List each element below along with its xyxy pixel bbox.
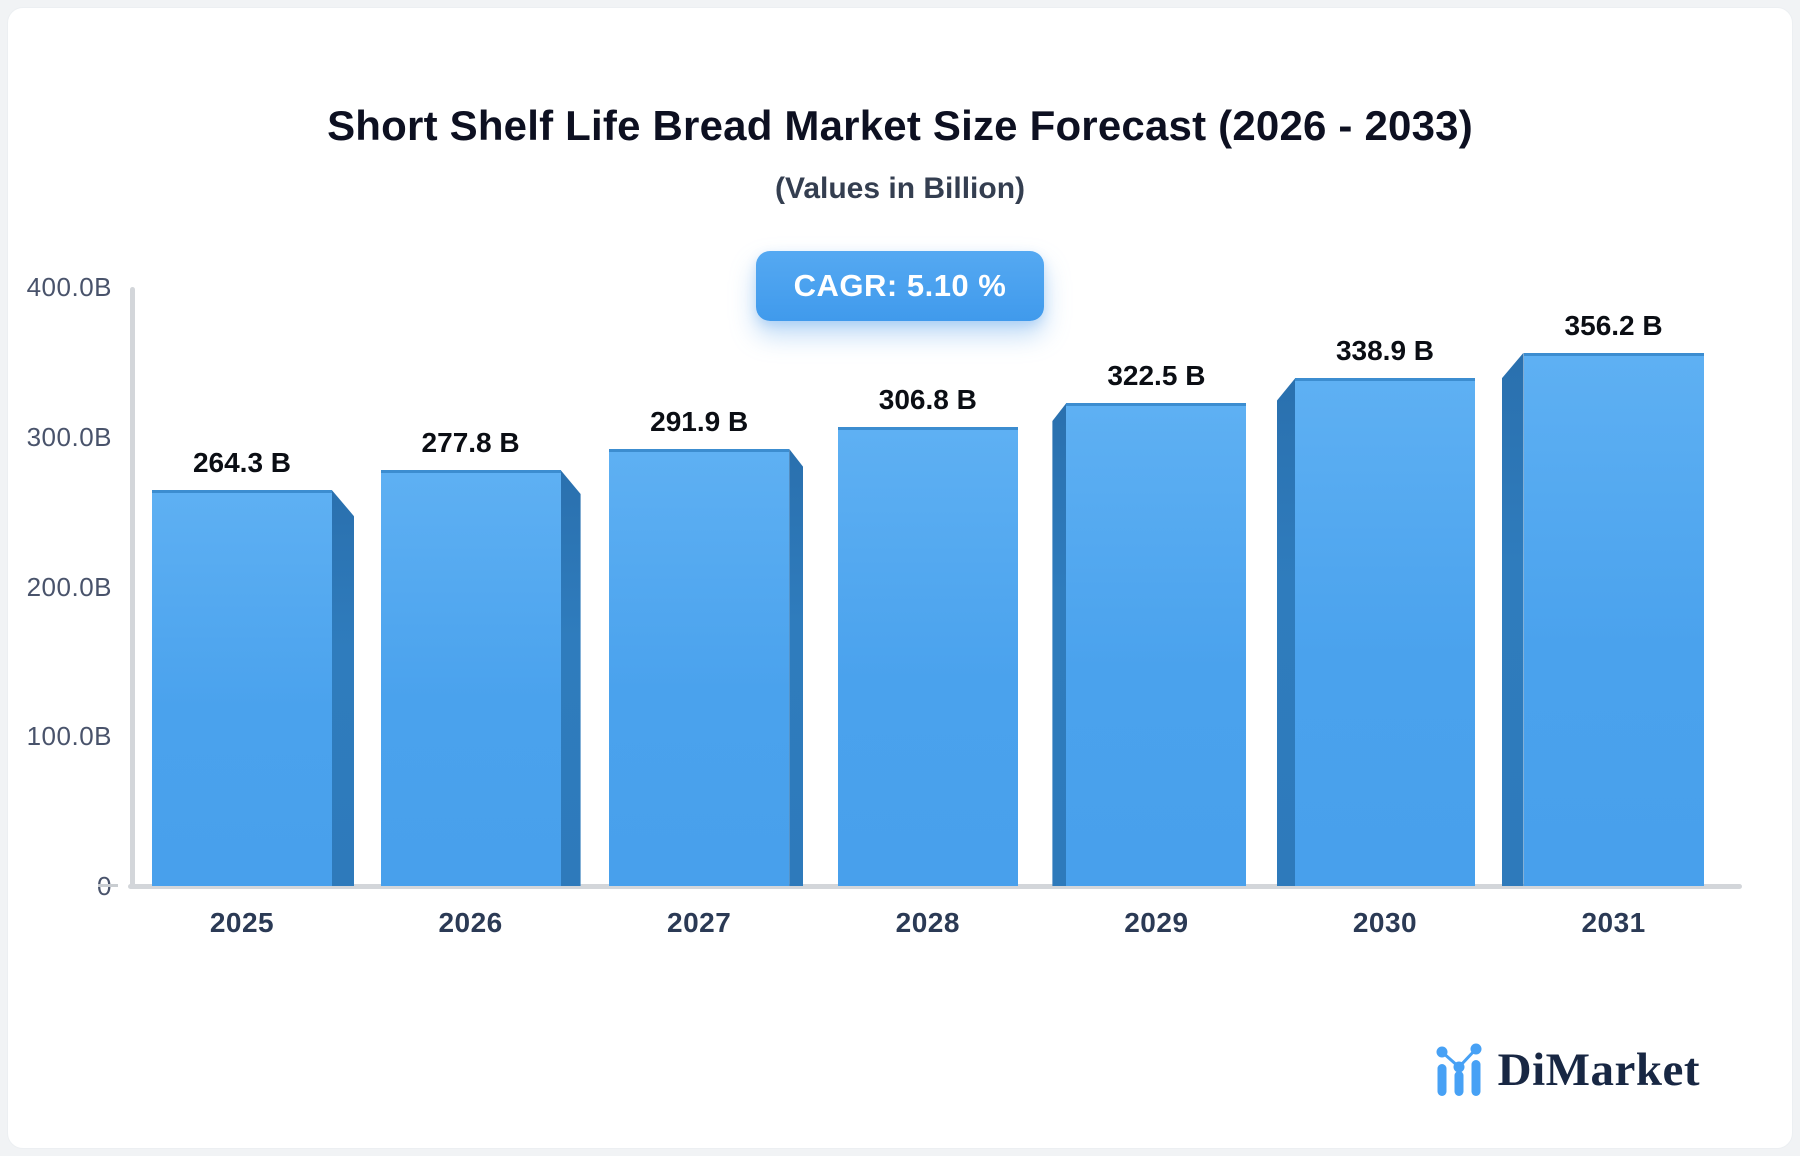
x-axis-label: 2026	[438, 907, 503, 938]
cagr-badge-wrap: CAGR: 5.10 %	[0, 251, 1800, 321]
x-axis-baseline	[128, 884, 1742, 889]
y-axis-label: 400.0B	[26, 272, 112, 302]
bar-3d-side	[1052, 403, 1067, 886]
bar-2029	[1066, 403, 1247, 886]
bar-value-label: 291.9 B	[650, 405, 749, 437]
bar-2028	[837, 426, 1018, 886]
bar-value-label: 306.8 B	[878, 383, 977, 415]
bar-2027	[609, 448, 790, 886]
brand-logo-text: DiMarket	[1497, 1044, 1700, 1096]
bar-2031	[1523, 352, 1704, 886]
x-axis-label: 2031	[1581, 907, 1646, 938]
x-axis-label: 2030	[1352, 907, 1418, 938]
x-axis-label: 2027	[667, 907, 732, 938]
bar-3d-side	[789, 448, 804, 886]
bar-value-label: 322.5 B	[1107, 360, 1206, 392]
zero-tick-mark	[98, 884, 118, 887]
bar-2026	[380, 469, 561, 886]
bar-2030	[1295, 378, 1475, 886]
x-axis-label: 2025	[209, 907, 275, 938]
bar-value-label: 338.9 B	[1335, 335, 1435, 367]
bar-chart-logo-icon	[1434, 1038, 1484, 1102]
bar-3d-side	[1277, 378, 1295, 886]
bar-value-label: 264.3 B	[192, 447, 292, 479]
chart-subtitle: (Values in Billion)	[774, 172, 1026, 205]
x-axis-label: 2028	[895, 907, 960, 938]
brand-logo: DiMarket	[1434, 1038, 1700, 1102]
y-axis-label: 0	[0, 869, 112, 903]
bar-2025	[152, 490, 332, 886]
bar-3d-side	[1501, 352, 1524, 886]
chart-title: Short Shelf Life Bread Market Size Forec…	[327, 102, 1473, 149]
y-axis-label: 100.0B	[26, 721, 112, 752]
y-axis-label: 300.0B	[26, 421, 112, 452]
bar-3d-side	[560, 469, 581, 886]
y-axis-label: 200.0B	[26, 571, 112, 602]
bar-value-label: 277.8 B	[421, 426, 520, 458]
x-axis-label: 2029	[1124, 907, 1189, 938]
bar-value-label: 356.2 B	[1564, 309, 1663, 341]
cagr-badge: CAGR: 5.10 %	[755, 251, 1045, 321]
bar-3d-side	[332, 490, 354, 886]
y-axis-line	[130, 287, 135, 887]
